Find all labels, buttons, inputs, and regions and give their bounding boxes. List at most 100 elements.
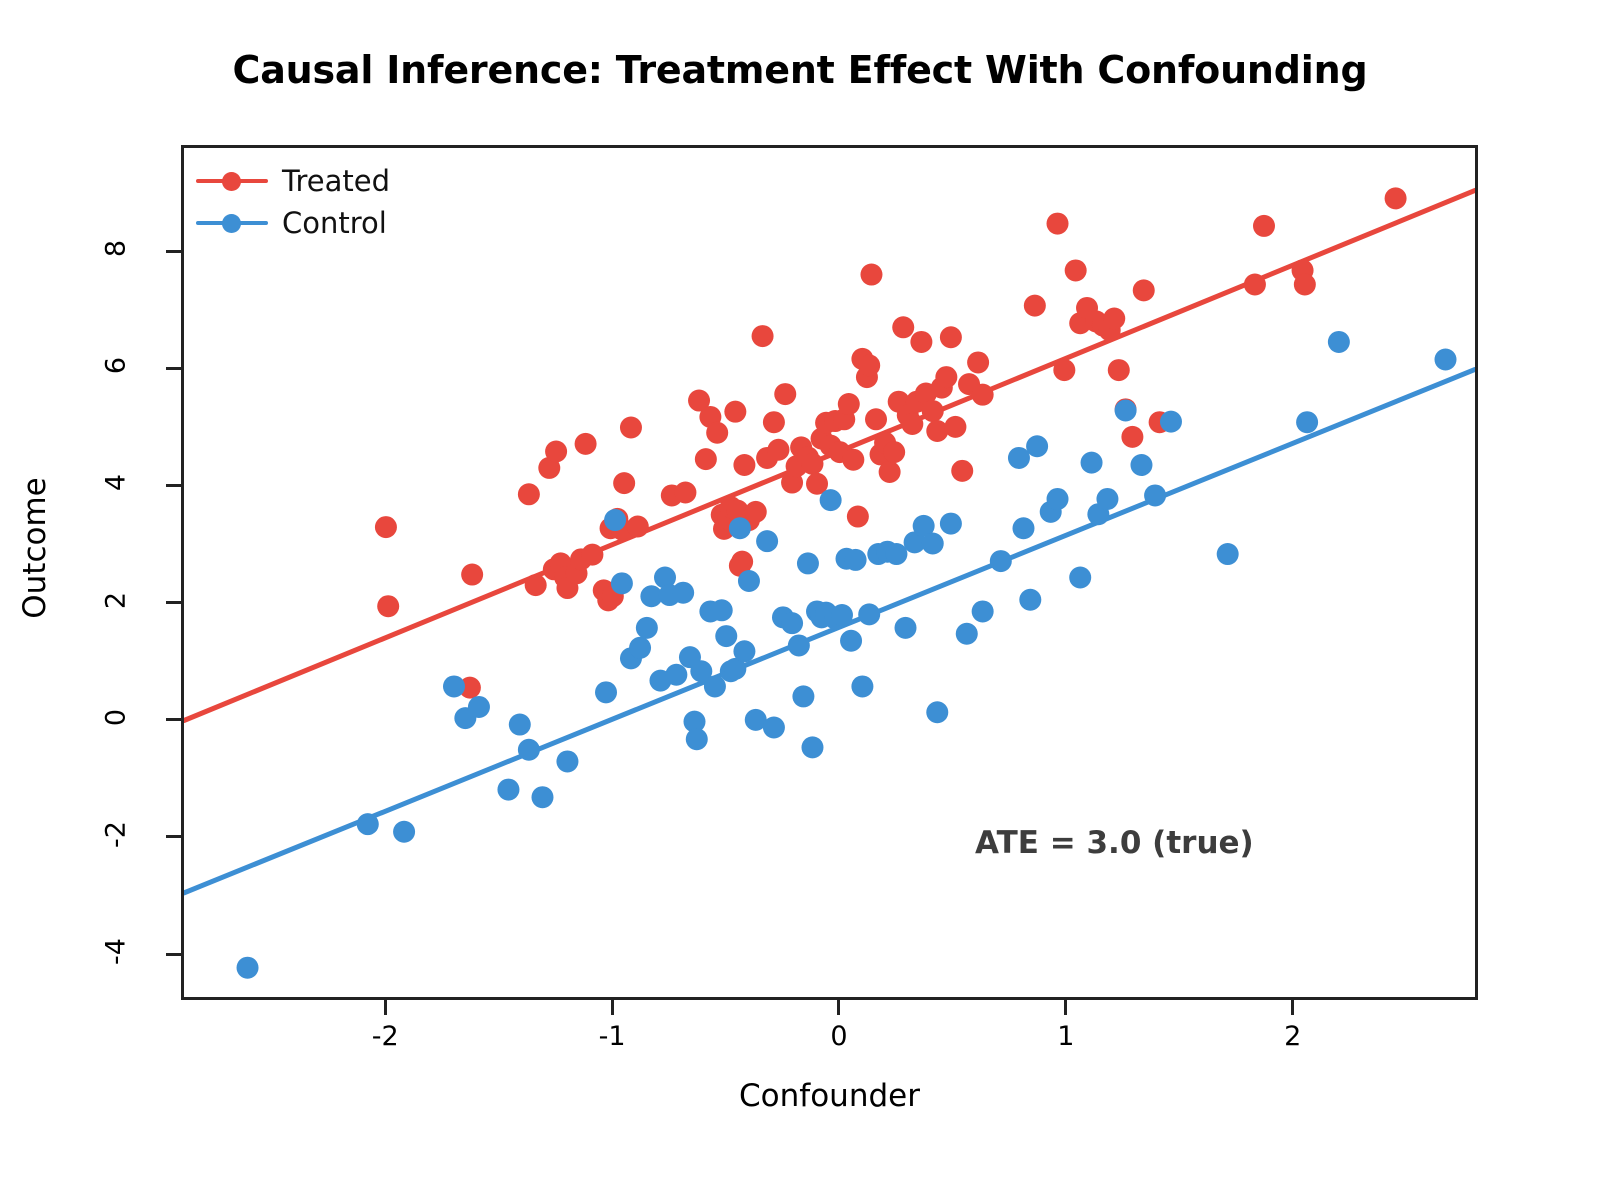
- scatter-point-treated: [688, 389, 711, 412]
- scatter-point-treated: [767, 438, 790, 461]
- scatter-point-control: [724, 657, 747, 680]
- scatter-point-control: [685, 728, 708, 751]
- legend-item-control[interactable]: Control: [196, 202, 390, 244]
- scatter-point-control: [894, 616, 917, 639]
- scatter-point-control: [939, 512, 962, 535]
- scatter-point-control: [1012, 517, 1035, 540]
- scatter-point-treated: [967, 351, 990, 374]
- scatter-point-control: [497, 778, 520, 801]
- scatter-point-treated: [846, 505, 869, 528]
- scatter-point-control: [1114, 399, 1137, 422]
- scatter-point-control: [703, 675, 726, 698]
- scatter-point-treated: [1107, 359, 1130, 382]
- scatter-point-control: [236, 956, 259, 979]
- scatter-point-treated: [858, 354, 881, 377]
- scatter-point-treated: [971, 383, 994, 406]
- scatter-point-control: [844, 548, 867, 571]
- x-tick-label: -2: [371, 1021, 399, 1052]
- scatter-point-treated: [1293, 273, 1316, 296]
- legend-marker-icon: [222, 172, 241, 191]
- legend-swatch: [196, 169, 268, 193]
- scatter-point-treated: [1046, 212, 1069, 235]
- scatter-point-treated: [724, 400, 747, 423]
- scatter-point-control: [819, 489, 842, 512]
- x-tick-mark: [837, 1000, 841, 1015]
- x-tick-mark: [610, 1000, 614, 1015]
- scatter-point-treated: [517, 483, 540, 506]
- scatter-point-treated: [733, 453, 756, 476]
- scatter-point-treated: [1243, 273, 1266, 296]
- y-tick-label: 2: [100, 591, 132, 609]
- scatter-point-control: [1069, 566, 1092, 589]
- scatter-point-control: [710, 599, 733, 622]
- scatter-point-control: [921, 532, 944, 555]
- scatter-point-treated: [461, 563, 484, 586]
- x-axis-label: Confounder: [739, 1078, 920, 1114]
- scatter-point-treated: [744, 500, 767, 523]
- scatter-point-control: [756, 530, 779, 553]
- scatter-point-control: [1327, 330, 1350, 353]
- scatter-points-group: [236, 187, 1457, 979]
- scatter-point-control: [728, 517, 751, 540]
- scatter-point-treated: [806, 472, 829, 495]
- scatter-point-treated: [762, 411, 785, 434]
- ate-annotation: ATE = 3.0 (true): [975, 825, 1254, 861]
- scatter-point-control: [517, 738, 540, 761]
- scatter-point-treated: [921, 400, 944, 423]
- y-tick-label: -4: [100, 938, 132, 966]
- scatter-point-control: [1144, 484, 1167, 507]
- scatter-point-control: [989, 550, 1012, 573]
- scatter-point-treated: [910, 330, 933, 353]
- y-axis-label: Outcome: [17, 477, 53, 619]
- scatter-point-control: [1080, 451, 1103, 474]
- legend-marker-icon: [222, 214, 241, 233]
- scatter-point-treated: [619, 416, 642, 439]
- scatter-point-control: [1130, 453, 1153, 476]
- scatter-point-treated: [774, 383, 797, 406]
- scatter-point-treated: [545, 440, 568, 463]
- scatter-point-treated: [1064, 259, 1087, 282]
- scatter-point-control: [912, 514, 935, 537]
- scatter-point-treated: [837, 393, 860, 416]
- scatter-point-control: [1026, 435, 1049, 458]
- chart-title: Causal Inference: Treatment Effect With …: [232, 48, 1368, 92]
- y-tick-label: 8: [100, 239, 132, 258]
- scatter-point-control: [531, 786, 554, 809]
- scatter-point-treated: [935, 366, 958, 389]
- scatter-point-treated: [751, 325, 774, 348]
- legend-item-treated[interactable]: Treated: [196, 160, 390, 202]
- scatter-point-control: [467, 695, 490, 718]
- scatter-point-control: [610, 572, 633, 595]
- legend-swatch: [196, 211, 268, 235]
- scatter-point-control: [1019, 588, 1042, 611]
- x-tick-label: 2: [1284, 1021, 1302, 1052]
- scatter-point-control: [955, 622, 978, 645]
- y-tick-label: -2: [100, 821, 132, 848]
- x-tick-label: 1: [1057, 1021, 1075, 1052]
- scatter-point-control: [801, 736, 824, 759]
- scatter-point-treated: [374, 516, 397, 539]
- scatter-point-control: [858, 603, 881, 626]
- x-tick-mark: [383, 1000, 387, 1015]
- scatter-point-control: [885, 543, 908, 566]
- scatter-point-control: [830, 603, 853, 626]
- chart-legend[interactable]: Treated Control: [196, 160, 390, 244]
- scatter-point-treated: [892, 316, 915, 339]
- y-tick-mark: [166, 483, 181, 487]
- scatter-point-treated: [951, 459, 974, 482]
- scatter-point-control: [690, 660, 713, 683]
- scatter-point-treated: [626, 515, 649, 538]
- scatter-point-control: [393, 820, 416, 843]
- scatter-point-treated: [377, 595, 400, 618]
- scatter-point-control: [926, 701, 949, 724]
- scatter-point-control: [356, 813, 379, 836]
- scatter-point-treated: [878, 461, 901, 484]
- scatter-point-control: [635, 616, 658, 639]
- x-tick-label: 0: [830, 1021, 848, 1052]
- fit-line-control: [184, 366, 1475, 896]
- y-tick-mark: [166, 601, 181, 605]
- y-tick-label: 0: [100, 708, 132, 726]
- y-tick-label: 4: [100, 474, 132, 492]
- scatter-point-control: [1296, 411, 1319, 434]
- scatter-point-treated: [574, 432, 597, 455]
